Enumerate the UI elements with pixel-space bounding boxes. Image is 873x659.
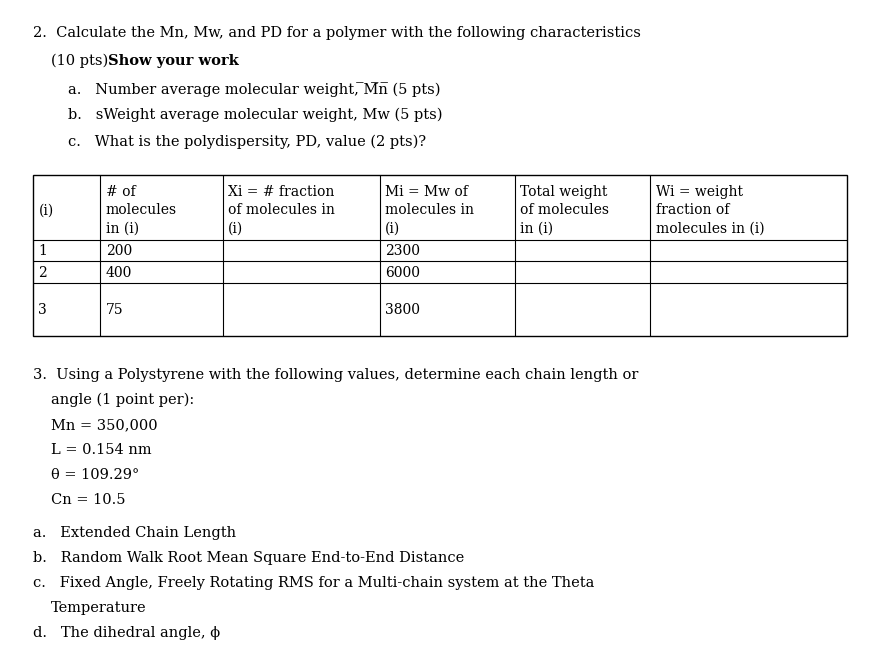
Text: # of: # of — [106, 185, 135, 199]
Text: Show your work: Show your work — [108, 54, 239, 68]
Text: 2: 2 — [38, 266, 47, 280]
Text: of molecules in: of molecules in — [228, 203, 334, 217]
Text: (i): (i) — [385, 221, 400, 236]
Text: of molecules: of molecules — [520, 203, 609, 217]
Text: a.   Extended Chain Length: a. Extended Chain Length — [33, 526, 237, 540]
Text: 200: 200 — [106, 244, 132, 258]
Text: 3800: 3800 — [385, 303, 420, 318]
Text: 3.  Using a Polystyrene with the following values, determine each chain length o: 3. Using a Polystyrene with the followin… — [33, 368, 638, 382]
Text: L = 0.154 nm: L = 0.154 nm — [51, 443, 151, 457]
Text: 2.  Calculate the Mn, Mw, and PD for a polymer with the following characteristic: 2. Calculate the Mn, Mw, and PD for a po… — [33, 26, 641, 40]
Text: in (i): in (i) — [106, 221, 139, 236]
Text: (i): (i) — [38, 203, 53, 217]
Text: fraction of: fraction of — [656, 203, 729, 217]
Text: molecules in: molecules in — [385, 203, 474, 217]
Text: Cn = 10.5: Cn = 10.5 — [51, 493, 125, 507]
Text: 1: 1 — [38, 244, 47, 258]
Text: 2300: 2300 — [385, 244, 420, 258]
Text: Total weight: Total weight — [520, 185, 608, 199]
Text: c.   What is the polydispersity, PD, value (2 pts)?: c. What is the polydispersity, PD, value… — [68, 134, 426, 149]
Text: 3: 3 — [38, 303, 47, 318]
Text: 6000: 6000 — [385, 266, 420, 280]
Text: Mn = 350,000: Mn = 350,000 — [51, 418, 157, 432]
Text: c.   Fixed Angle, Freely Rotating RMS for a Multi-chain system at the Theta: c. Fixed Angle, Freely Rotating RMS for … — [33, 576, 595, 590]
Text: Xi = # fraction: Xi = # fraction — [228, 185, 334, 199]
Text: d.   The dihedral angle, ϕ: d. The dihedral angle, ϕ — [33, 626, 220, 640]
Text: in (i): in (i) — [520, 221, 553, 236]
Text: 75: 75 — [106, 303, 123, 318]
Text: Temperature: Temperature — [51, 601, 147, 615]
Text: b.   sWeight average molecular weight, Mw (5 pts): b. sWeight average molecular weight, Mw … — [68, 108, 443, 123]
Text: Mi = Mw of: Mi = Mw of — [385, 185, 468, 199]
Text: (10 pts):: (10 pts): — [51, 54, 117, 69]
Text: b.   Random Walk Root Mean Square End-to-End Distance: b. Random Walk Root Mean Square End-to-E… — [33, 551, 464, 565]
Text: molecules: molecules — [106, 203, 176, 217]
Text: molecules in (i): molecules in (i) — [656, 221, 764, 236]
Text: θ = 109.29°: θ = 109.29° — [51, 468, 139, 482]
Text: a.   Number average molecular weight, ̅M̅n̅ (5 pts): a. Number average molecular weight, ̅M̅n… — [68, 82, 441, 97]
Text: Wi = weight: Wi = weight — [656, 185, 743, 199]
Text: angle (1 point per):: angle (1 point per): — [51, 393, 194, 407]
Text: 400: 400 — [106, 266, 132, 280]
Text: (i): (i) — [228, 221, 243, 236]
